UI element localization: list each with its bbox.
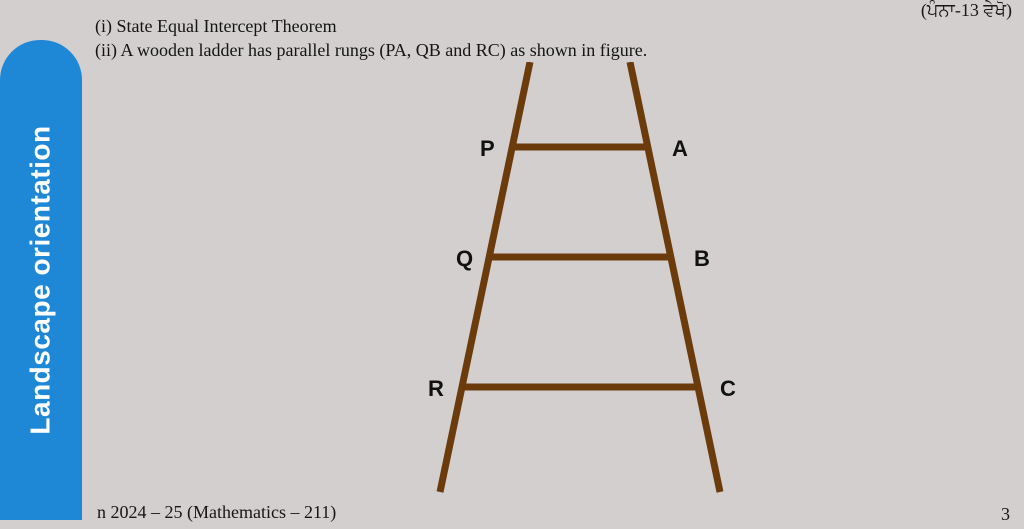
footer-text: n 2024 – 25 (Mathematics – 211) — [97, 502, 336, 523]
label-C: C — [720, 376, 736, 402]
ladder-right-rail — [630, 62, 720, 492]
label-R: R — [428, 376, 444, 402]
label-A: A — [672, 136, 688, 162]
orientation-tab: Landscape orientation — [0, 40, 82, 520]
label-P: P — [480, 136, 495, 162]
page-number: 3 — [1001, 504, 1010, 525]
ladder-figure: P A Q B R C — [380, 62, 780, 502]
question-block: (i) State Equal Intercept Theorem (ii) A… — [95, 14, 1014, 63]
question-item-ii: (ii) A wooden ladder has parallel rungs … — [95, 38, 1014, 62]
orientation-label: Landscape orientation — [25, 125, 57, 434]
label-B: B — [694, 246, 710, 272]
ladder-svg — [380, 62, 780, 502]
question-item-i: (i) State Equal Intercept Theorem — [95, 14, 1014, 38]
label-Q: Q — [456, 246, 473, 272]
ladder-left-rail — [440, 62, 530, 492]
